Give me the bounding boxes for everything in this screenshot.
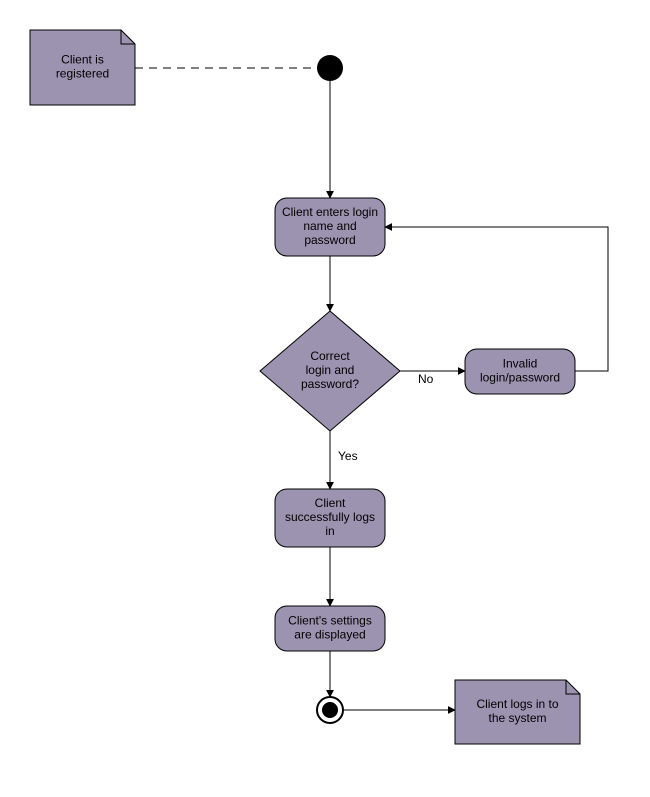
edge-label-yes: Yes: [338, 449, 358, 463]
node-end: [317, 697, 343, 723]
node-decision-text: Correct: [310, 349, 350, 363]
node-note2-text: the system: [488, 711, 546, 725]
node-start: [317, 55, 343, 81]
node-success-text: successfully logs: [285, 510, 375, 524]
activity-diagram: No Yes Client isregistered Client enters lo…: [0, 0, 650, 797]
node-note2: Client logs in tothe system: [455, 680, 580, 744]
node-success-text: in: [325, 524, 334, 538]
node-invalid: Invalidlogin/password: [465, 349, 575, 394]
node-decision: Correctlogin andpassword?: [260, 311, 400, 431]
node-success: Clientsuccessfully logsin: [275, 489, 385, 547]
node-enter-text: Client enters login: [282, 205, 378, 219]
node-note1: Client isregistered: [30, 30, 135, 105]
node-invalid-text: login/password: [480, 371, 560, 385]
node-settings: Client's settingsare displayed: [275, 606, 385, 651]
edge-label-no: No: [418, 372, 434, 386]
node-note1-text: registered: [56, 67, 109, 81]
node-settings-text: are displayed: [294, 628, 365, 642]
nodes: Client isregistered Client enters loginna…: [30, 30, 580, 744]
node-settings-text: Client's settings: [288, 614, 372, 628]
node-enter: Client enters loginname andpassword: [275, 198, 385, 256]
node-decision-text: password?: [301, 377, 359, 391]
node-note2-text: Client logs in to: [476, 697, 558, 711]
node-note1-text: Client is: [61, 53, 104, 67]
node-enter-text: name and: [303, 219, 356, 233]
node-enter-text: password: [304, 233, 355, 247]
node-invalid-text: Invalid: [503, 357, 538, 371]
node-decision-text: login and: [306, 363, 355, 377]
node-success-text: Client: [315, 496, 346, 510]
